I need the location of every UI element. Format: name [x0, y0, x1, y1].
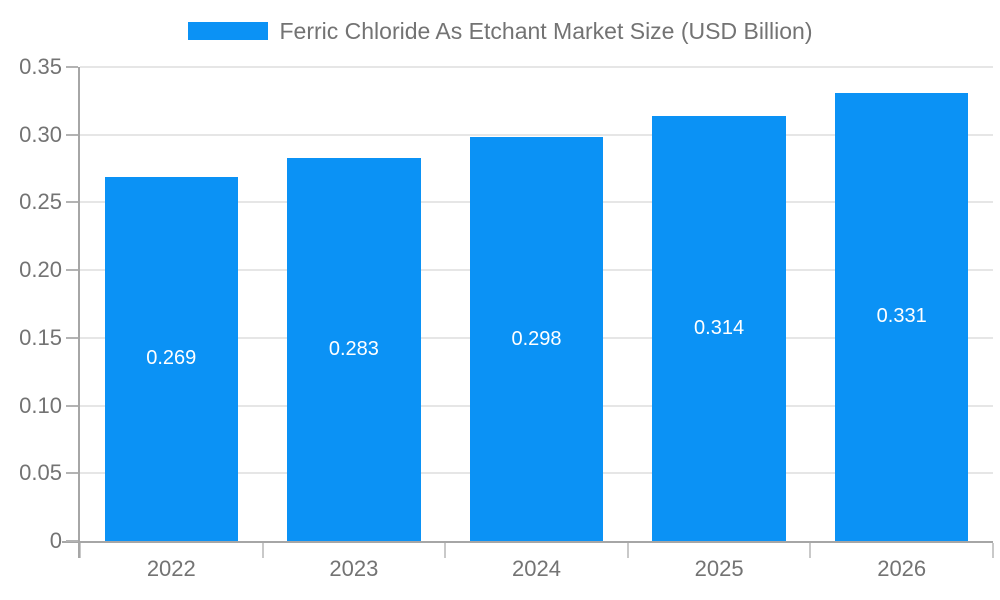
- bar-value-label: 0.331: [876, 305, 927, 328]
- y-tick-label: 0.30: [19, 121, 62, 147]
- x-tick-label: 2023: [329, 556, 379, 581]
- plot-area: 0.269 0.283 0.298 0.314 0.331: [62, 66, 994, 558]
- y-tick-label: 0.35: [19, 54, 62, 79]
- bar: 0.331: [835, 92, 969, 541]
- y-tick: [66, 201, 78, 204]
- y-tick: [66, 336, 78, 339]
- x-tick: [809, 543, 812, 558]
- y-tick-label: 0.20: [19, 257, 62, 283]
- bar: 0.298: [469, 137, 604, 541]
- y-tick: [66, 540, 78, 542]
- y-tick-label: 0.10: [19, 392, 62, 418]
- y-axis-labels: 0 0.05 0.10 0.15 0.20 0.25 0.30 0.35: [0, 56, 62, 552]
- y-tick: [66, 404, 78, 407]
- legend-label[interactable]: Ferric Chloride As Etchant Market Size (…: [279, 17, 813, 44]
- x-tick-label: 2024: [512, 556, 561, 581]
- y-axis-line: [78, 67, 80, 558]
- y-tick: [66, 66, 78, 68]
- y-tick-label: 0.15: [19, 324, 62, 350]
- x-axis-line: [62, 541, 993, 543]
- x-axis-labels: 2022 2023 2024 2025 2026: [80, 556, 993, 586]
- y-tick: [66, 269, 78, 272]
- x-tick-label: 2025: [694, 556, 744, 581]
- y-tick-label: 0.05: [19, 460, 62, 486]
- bar: 0.269: [104, 176, 238, 541]
- x-tick: [79, 543, 81, 558]
- x-tick: [261, 543, 264, 558]
- bar: 0.314: [652, 115, 786, 541]
- bar: 0.283: [287, 157, 421, 541]
- y-tick-label: 0: [49, 528, 62, 553]
- gridline: [80, 66, 993, 68]
- bar-value-label: 0.269: [146, 347, 197, 370]
- y-tick: [66, 133, 78, 136]
- gridline: [80, 133, 993, 136]
- x-tick-label: 2022: [146, 556, 196, 581]
- y-tick-label: 0.25: [19, 189, 62, 215]
- legend-swatch[interactable]: [187, 22, 268, 40]
- bar-value-label: 0.314: [694, 316, 745, 339]
- x-tick: [992, 543, 994, 558]
- x-tick-label: 2026: [877, 556, 927, 581]
- y-tick: [66, 472, 78, 475]
- bar-value-label: 0.283: [328, 337, 379, 360]
- x-tick: [444, 543, 447, 558]
- legend[interactable]: Ferric Chloride As Etchant Market Size (…: [0, 14, 1000, 48]
- x-tick: [626, 543, 629, 558]
- bar-value-label: 0.298: [511, 327, 562, 350]
